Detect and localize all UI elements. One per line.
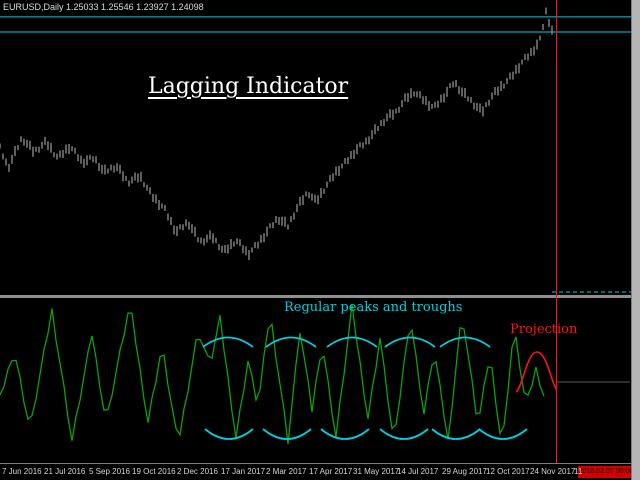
time-axis-label: 21 Jul 2016 [44,467,86,476]
oscillator-chart [0,303,630,445]
time-axis[interactable]: 2018.02.07 00:00 7 Jun 2016 21 Jul 2016 5 … [0,463,634,480]
time-axis-label: 12 Oct 2017 [486,467,530,476]
oscillator-note-label[interactable]: Regular peaks and troughs [284,300,463,315]
trough-arc[interactable] [320,428,370,440]
time-axis-label: 17 Jan 2017 [221,467,266,476]
time-axis-label: 17 Apr 2017 [309,467,353,476]
peak-arc[interactable] [202,336,254,348]
scrollbar-strip[interactable] [631,0,640,480]
oscillator-panel[interactable]: Regular peaks and troughs Projection [0,298,632,463]
peak-arc[interactable] [439,336,491,348]
time-axis-label: 24 Nov 2017 [530,467,576,476]
price-panel[interactable]: EURUSD,Daily 1.25033 1.25546 1.23927 1.2… [0,0,632,295]
time-axis-label: 19 Oct 2016 [132,467,176,476]
trough-arc[interactable] [204,428,254,440]
projection-label[interactable]: Projection [510,322,578,337]
trough-arc[interactable] [431,428,481,440]
time-axis-label: 11 [574,467,583,476]
time-axis-label: 31 May 2017 [353,467,400,476]
chart-title-annotation[interactable]: Lagging Indicator [148,74,349,99]
time-axis-label: 29 Aug 2017 [442,467,487,476]
current-time-vline[interactable] [556,0,557,463]
projection-curve[interactable] [515,351,558,393]
time-axis-label: 7 Jun 2016 [2,467,42,476]
current-time-badge: 2018.02.07 00:00 [578,466,634,478]
peak-arc[interactable] [384,336,436,348]
trough-arc[interactable] [478,428,528,440]
trough-arc[interactable] [262,428,312,440]
time-axis-label: 5 Sep 2016 [89,467,130,476]
peak-arc[interactable] [326,336,378,348]
trough-arc[interactable] [379,428,429,440]
price-chart [0,7,632,293]
peak-arc[interactable] [265,336,317,348]
oscillator-line [0,303,545,445]
time-axis-label: 14 Jul 2017 [397,467,439,476]
time-axis-label: 2 Dec 2016 [177,467,218,476]
price-bars [0,7,553,260]
panel-separator[interactable] [0,295,632,298]
time-axis-label: 2 Mar 2017 [266,467,307,476]
symbol-ohlc-header: EURUSD,Daily 1.25033 1.25546 1.23927 1.2… [3,2,204,12]
